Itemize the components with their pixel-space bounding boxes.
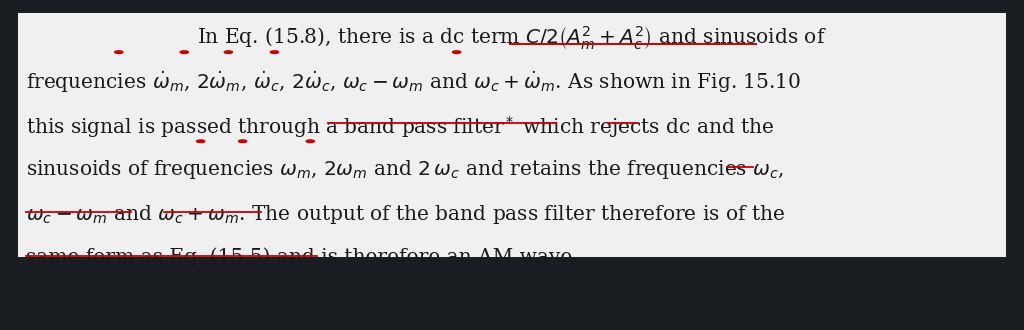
Text: frequencies $\dot{\omega}_m$, $2\dot{\omega}_m$, $\dot{\omega}_c$, $2\dot{\omega: frequencies $\dot{\omega}_m$, $2\dot{\om… (26, 69, 801, 95)
Text: this signal is passed through a band pass filter$^*$ which rejects dc and the: this signal is passed through a band pas… (26, 114, 774, 140)
Text: In Eq. (15.8), there is a dc term $C/2\left(A_m^2+A_c^2\right)$ and sinusoids of: In Eq. (15.8), there is a dc term $C/2\l… (197, 25, 827, 52)
Text: same form as Eq. (15.5) and is therefore an AM wave.: same form as Eq. (15.5) and is therefore… (26, 248, 579, 267)
Text: sinusoids of frequencies $\omega_m$, $2\omega_m$ and $2\,\omega_c$ and retains t: sinusoids of frequencies $\omega_m$, $2\… (26, 158, 783, 182)
Text: $\omega_c-\omega_m$ and $\omega_c+\omega_m$. The output of the band pass filter : $\omega_c-\omega_m$ and $\omega_c+\omega… (26, 203, 784, 226)
